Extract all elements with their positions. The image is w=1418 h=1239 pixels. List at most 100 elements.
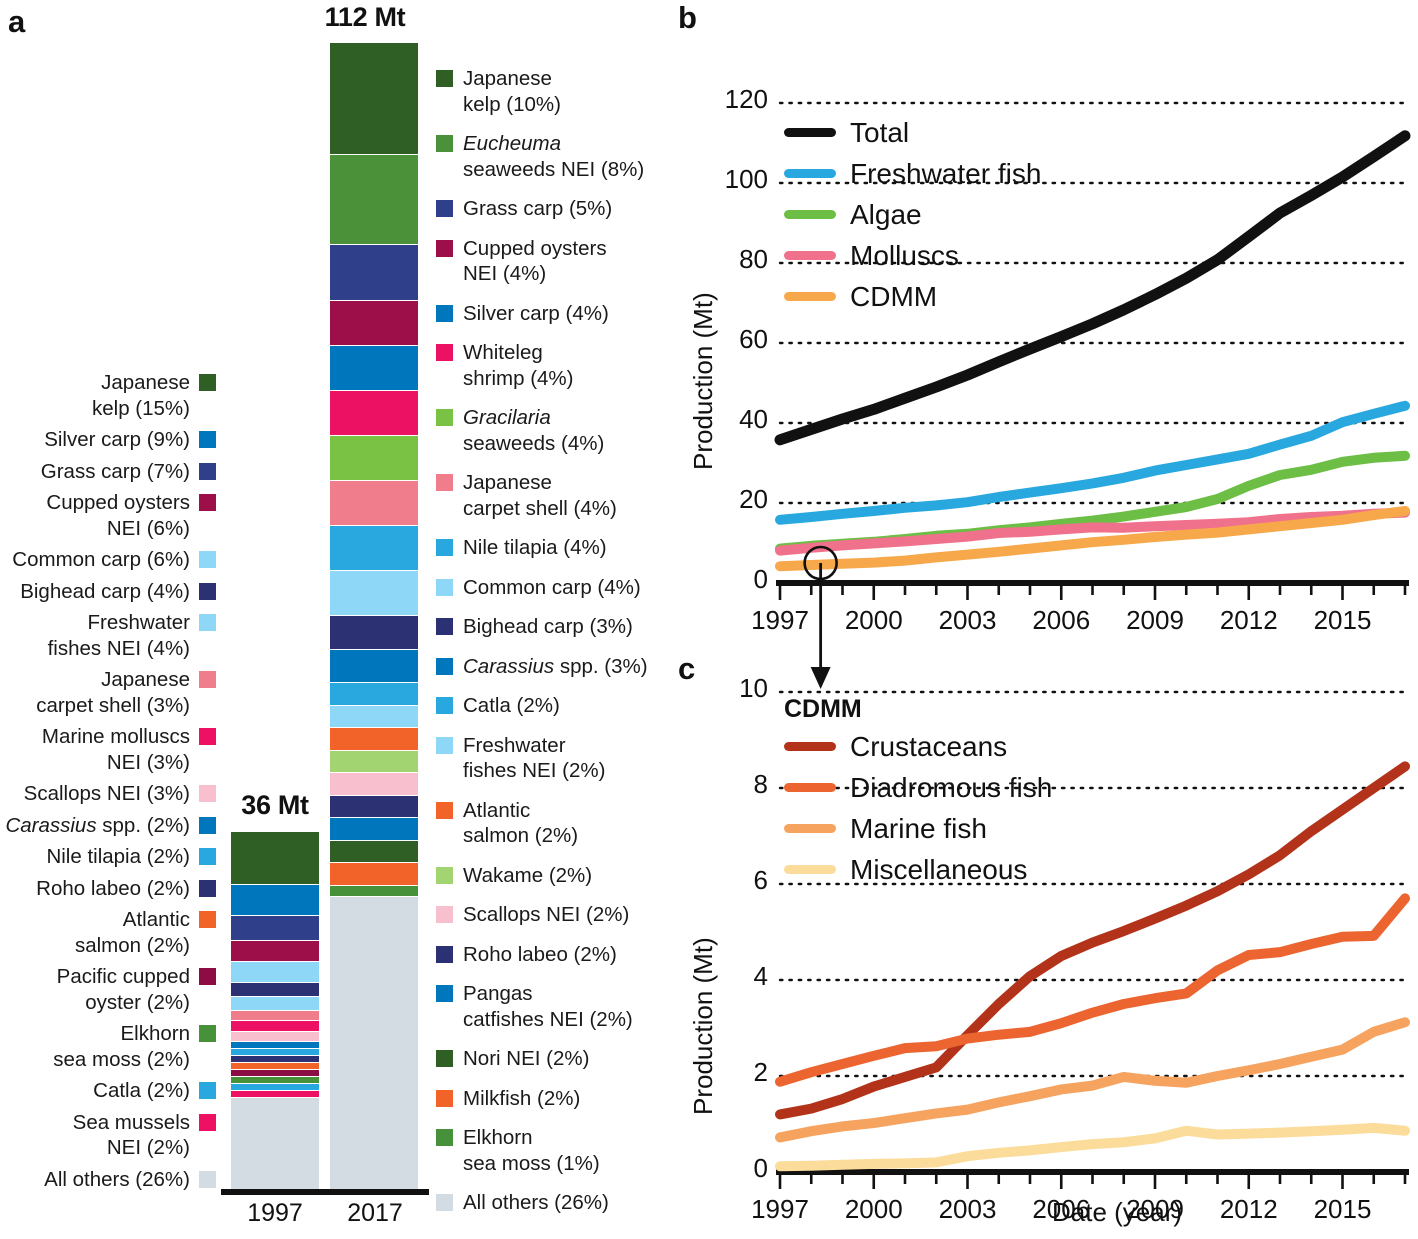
legend-color-swatch <box>199 785 216 802</box>
bar-segment <box>330 436 418 482</box>
bar-segment <box>231 1098 319 1189</box>
bar-segment <box>231 961 319 983</box>
chart-legend-line-swatch <box>784 742 836 751</box>
chart-legend-line-swatch <box>784 169 836 178</box>
x-tick-label: 2009 <box>1126 1194 1184 1224</box>
bar-segment <box>330 245 418 302</box>
chart-legend-label: Crustaceans <box>850 730 1008 762</box>
legend-color-swatch <box>436 344 453 361</box>
bar-segment <box>231 1084 319 1091</box>
panel-a-letter: a <box>8 4 26 39</box>
panel-c-legend: CDMM Crustaceans Diadromous fish Marine fi… <box>784 695 1052 890</box>
legend-color-swatch <box>436 866 453 884</box>
x-tick-label: 2015 <box>1313 605 1372 635</box>
bar-segment <box>330 43 418 156</box>
legend-color-swatch <box>199 1082 216 1099</box>
legend-item-label: Silver carp (4%) <box>463 301 609 325</box>
legend-item-label: Catla (2%) <box>463 694 560 717</box>
legend-item-label: Nile tilapia (2%) <box>46 845 190 868</box>
legend-item: Eucheuma seaweeds NEI (8%) <box>436 131 660 182</box>
legend-item: Freshwater fishes NEI (4%) <box>0 610 216 661</box>
bar-segment <box>231 916 319 941</box>
legend-item: Bighead carp (4%) <box>0 579 216 605</box>
legend-color-swatch <box>199 431 216 448</box>
legend-item: Common carp (4%) <box>436 575 660 601</box>
legend-color-swatch <box>436 578 453 596</box>
chart-legend-label: Marine fish <box>850 812 987 844</box>
series-line <box>775 506 1410 572</box>
legend-item-label: Nori NEI (2%) <box>463 1047 590 1070</box>
legend-color-swatch <box>199 1113 216 1131</box>
x-tick-label: 2015 <box>1313 1194 1372 1224</box>
series-line <box>774 130 1411 446</box>
bar-segment <box>330 649 418 684</box>
series-line <box>775 507 1410 556</box>
legend-item: Nile tilapia (4%) <box>436 535 660 561</box>
panel-b-letter: b <box>678 0 697 35</box>
bar-segment <box>330 346 418 392</box>
legend-color-swatch <box>436 618 453 635</box>
legend-color-swatch <box>199 879 216 897</box>
legend-item: Nile tilapia (2%) <box>0 844 216 870</box>
chart-legend-line-swatch <box>784 865 836 874</box>
bar-segment <box>330 391 418 437</box>
legend-2017: Japanese kelp (10%) Eucheuma seaweeds NEI (… <box>436 66 660 1230</box>
panel-c-xlabel: Date (year) <box>1052 1197 1183 1227</box>
legend-item: Common carp (6%) <box>0 547 216 573</box>
legend-item: Grass carp (5%) <box>436 196 660 222</box>
bar-segment <box>330 526 418 572</box>
bar-segment <box>231 1091 319 1098</box>
legend-item: All others (26%) <box>0 1167 216 1193</box>
stacked-bar-1997 <box>231 832 319 1189</box>
bar-segment <box>231 1049 319 1056</box>
panel-b-ylabel: Production (Mt) <box>688 292 718 470</box>
bar-segment <box>330 683 418 706</box>
x-tick-label: 2000 <box>844 605 903 635</box>
chart-legend-label: Total <box>850 116 910 148</box>
legend-color-swatch <box>199 1025 216 1042</box>
legend-item: Grass carp (7%) <box>0 459 216 485</box>
legend-color-swatch <box>436 657 453 675</box>
x-tick-label: 1997 <box>751 605 809 635</box>
legend-item: Scallops NEI (3%) <box>0 781 216 807</box>
x-tick-label: 2006 <box>1032 1194 1091 1224</box>
legend-color-swatch <box>199 551 216 568</box>
chart-legend-line-swatch <box>784 824 836 833</box>
legend-color-swatch <box>436 906 453 923</box>
legend-item: Bighead carp (3%) <box>436 614 660 640</box>
legend-item: Pangas catfishes NEI (2%) <box>436 981 660 1032</box>
bar-segment <box>231 1010 319 1021</box>
legend-item: Freshwater fishes NEI (2%) <box>436 733 660 784</box>
bar-segment <box>330 773 418 796</box>
legend-item: Japanese kelp (10%) <box>436 66 660 117</box>
y-tick-label: 8 <box>753 769 768 799</box>
bar-segment <box>231 1021 319 1032</box>
legend-color-swatch <box>436 945 453 963</box>
series-line <box>775 1122 1410 1172</box>
year-label-1997: 1997 <box>247 1199 303 1227</box>
legend-color-swatch <box>436 239 453 257</box>
chart-legend-label: Algae <box>850 198 922 230</box>
chart-legend-item: Total <box>784 112 1041 153</box>
legend-color-swatch <box>199 462 216 480</box>
legend-color-swatch <box>436 474 453 491</box>
y-tick-label: 40 <box>739 404 768 434</box>
legend-item-label: Grass carp (5%) <box>463 197 613 220</box>
panel-c-plot <box>775 645 1410 1189</box>
legend-item: Milkfish (2%) <box>436 1086 660 1112</box>
bar-segment <box>330 571 418 616</box>
series-line <box>775 400 1410 525</box>
x-tick-label: 2000 <box>844 1194 903 1224</box>
bar-segment <box>231 1031 319 1042</box>
y-tick-label: 100 <box>724 164 768 194</box>
legend-item: Nori NEI (2%) <box>436 1046 660 1072</box>
chart-legend-line-swatch <box>784 292 836 301</box>
legend-item: All others (26%) <box>436 1190 660 1216</box>
y-tick-label: 60 <box>739 324 768 354</box>
legend-item-label: Common carp (4%) <box>463 575 641 599</box>
legend-item: Silver carp (4%) <box>436 301 660 327</box>
bar-segment <box>231 832 319 885</box>
legend-color-swatch <box>199 671 216 688</box>
legend-color-swatch <box>436 200 453 217</box>
legend-item: Catla (2%) <box>436 693 660 719</box>
